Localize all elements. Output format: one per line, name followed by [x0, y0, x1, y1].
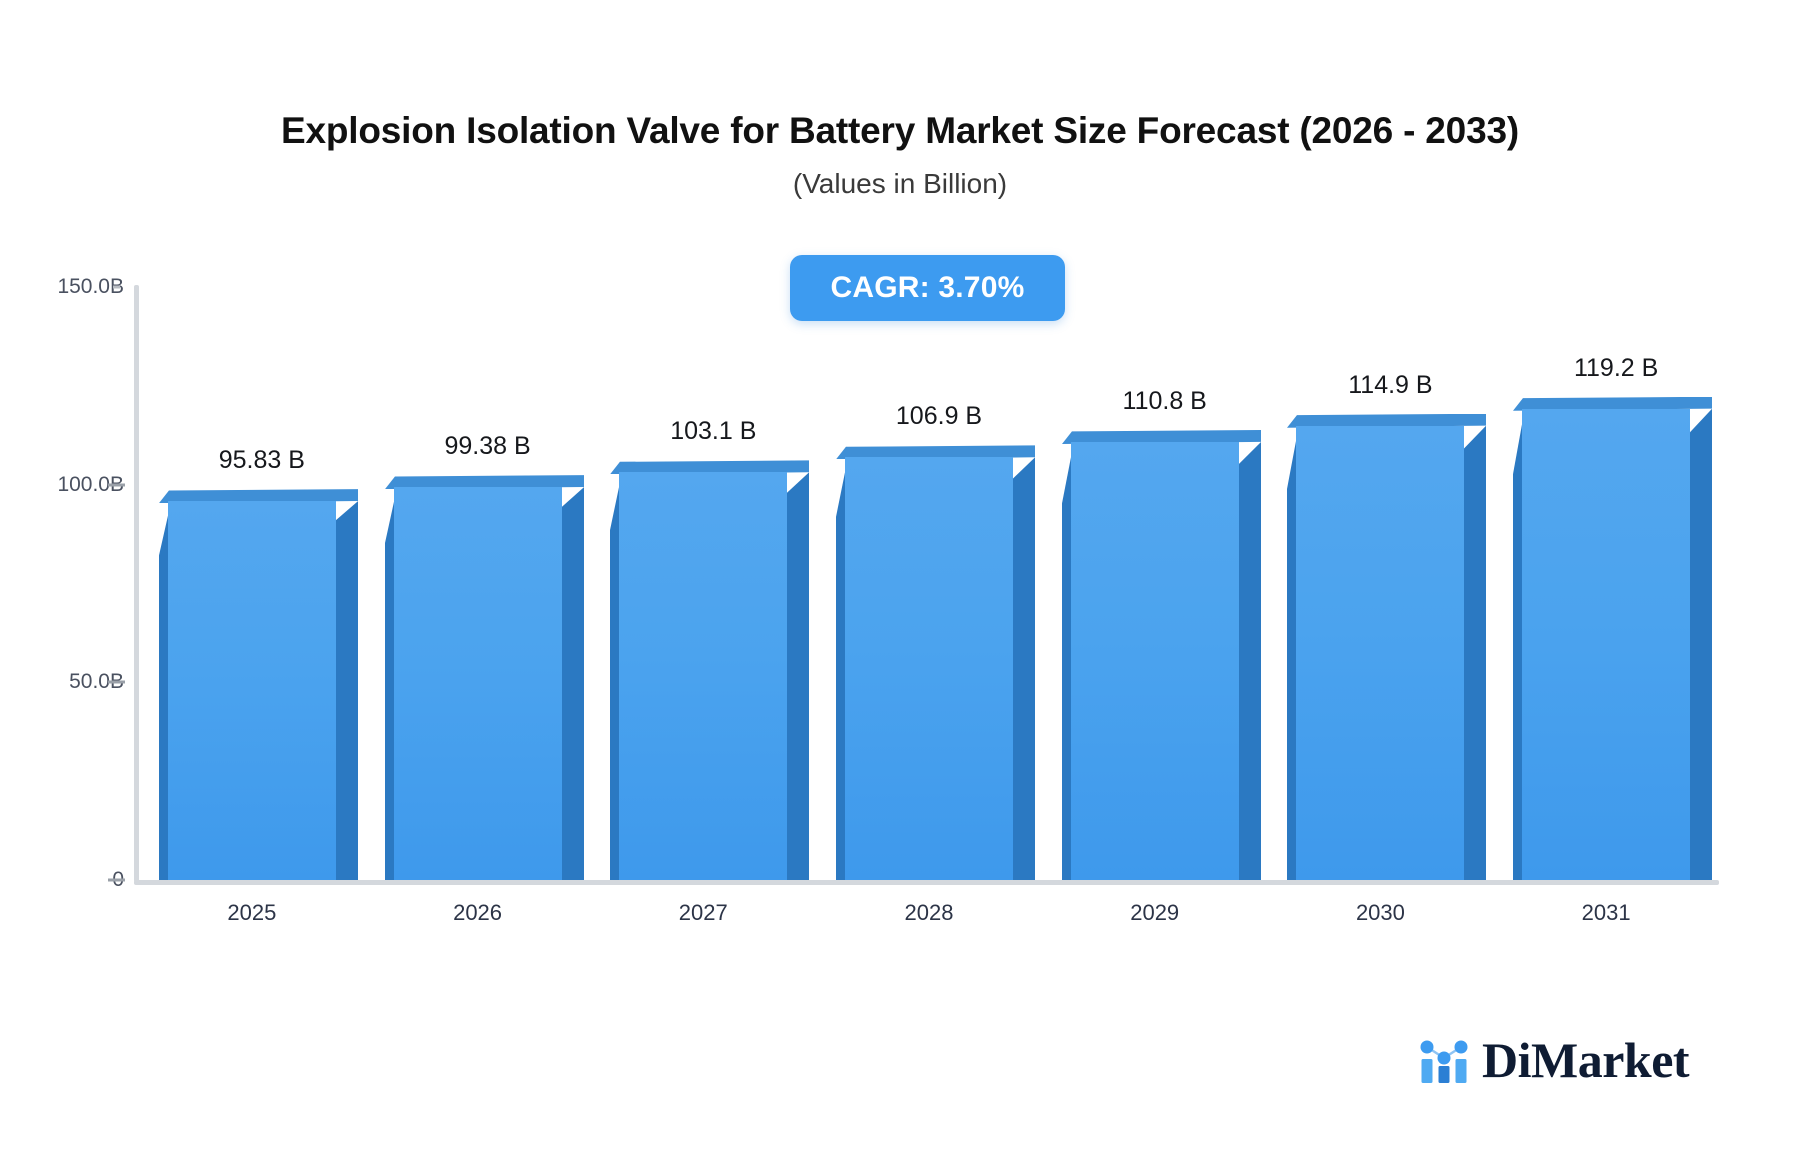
x-axis-tick-label: 2027 — [678, 900, 728, 925]
bar-front-face — [394, 487, 562, 880]
x-axis-tick-label: 2025 — [227, 900, 277, 925]
y-axis-tick-label: 150.0B — [57, 275, 124, 298]
bar-value-label: 114.9 B — [1348, 370, 1433, 399]
bar-2026 — [385, 475, 584, 880]
x-axis-tick-label: 2030 — [1355, 900, 1405, 925]
logo-text: DiMarket — [1482, 1032, 1690, 1088]
x-axis-tick-label: 2026 — [453, 900, 503, 925]
bar-value-label: 110.8 B — [1122, 386, 1207, 415]
bar-2028 — [836, 445, 1035, 880]
page-subtitle: (Values in Billion) — [792, 168, 1008, 199]
cagr-badge-label: CAGR: 3.70% — [830, 271, 1025, 304]
y-axis-line — [134, 285, 139, 882]
bar-2027 — [610, 460, 809, 880]
bar-back-edge — [1513, 418, 1523, 880]
bar-back-edge — [610, 482, 620, 880]
y-axis-tick-mark — [108, 483, 125, 487]
bar-front-face — [168, 501, 336, 880]
bar-back-edge — [1287, 435, 1297, 880]
bar-front-face — [619, 472, 787, 880]
bar-value-label: 106.9 B — [895, 402, 983, 431]
bar-top-face — [385, 475, 584, 490]
bar-2025 — [159, 489, 358, 880]
dimarket-logo: DiMarket — [1418, 1032, 1690, 1088]
y-axis-tick-mark — [108, 878, 125, 882]
x-axis-tick-label: 2029 — [1130, 900, 1180, 925]
y-axis-tick-mark — [108, 680, 125, 684]
bar-back-edge — [159, 511, 169, 880]
x-axis-tick-label: 2028 — [904, 900, 954, 925]
bar-top-face — [1513, 396, 1712, 411]
bar-side-face — [1690, 408, 1712, 880]
bar-top-face — [1287, 413, 1486, 428]
bar-chart-logo-icon — [1420, 1040, 1468, 1083]
bar-value-label: 95.83 B — [218, 446, 305, 475]
y-axis-tick-mark — [113, 285, 120, 289]
page-title: Explosion Isolation Valve for Battery Ma… — [281, 110, 1519, 151]
bar-top-face — [1062, 429, 1261, 444]
bar-side-face — [1464, 425, 1486, 880]
bar-back-edge — [385, 497, 395, 880]
bar-top-face — [610, 460, 809, 475]
cagr-badge: CAGR: 3.70% — [790, 255, 1065, 321]
bar-side-face — [336, 501, 358, 880]
bar-front-face — [1296, 425, 1464, 880]
bar-front-face — [845, 457, 1013, 880]
bar-value-label: 119.2 B — [1573, 353, 1659, 382]
bar-front-face — [1071, 441, 1239, 880]
bar-back-edge — [836, 467, 846, 880]
bar-2030 — [1287, 413, 1486, 880]
y-axis-tick-label: 50.0B — [69, 670, 124, 694]
bar-top-face — [836, 445, 1035, 460]
bar-value-label: 99.38 B — [444, 432, 531, 461]
bar-2031 — [1513, 396, 1712, 880]
bar-value-label: 103.1 B — [670, 417, 757, 446]
bar-side-face — [562, 487, 584, 880]
bar-back-edge — [1062, 451, 1072, 880]
y-axis-tick-label: 100.0B — [57, 472, 124, 496]
bar-side-face — [1013, 457, 1035, 880]
bar-top-face — [159, 489, 358, 504]
x-axis-line — [134, 880, 1719, 885]
x-axis-tick-label: 2031 — [1581, 900, 1631, 925]
bar-2029 — [1062, 429, 1261, 880]
bar-side-face — [1239, 441, 1261, 880]
bar-front-face — [1522, 408, 1690, 880]
bar-side-face — [787, 472, 809, 880]
